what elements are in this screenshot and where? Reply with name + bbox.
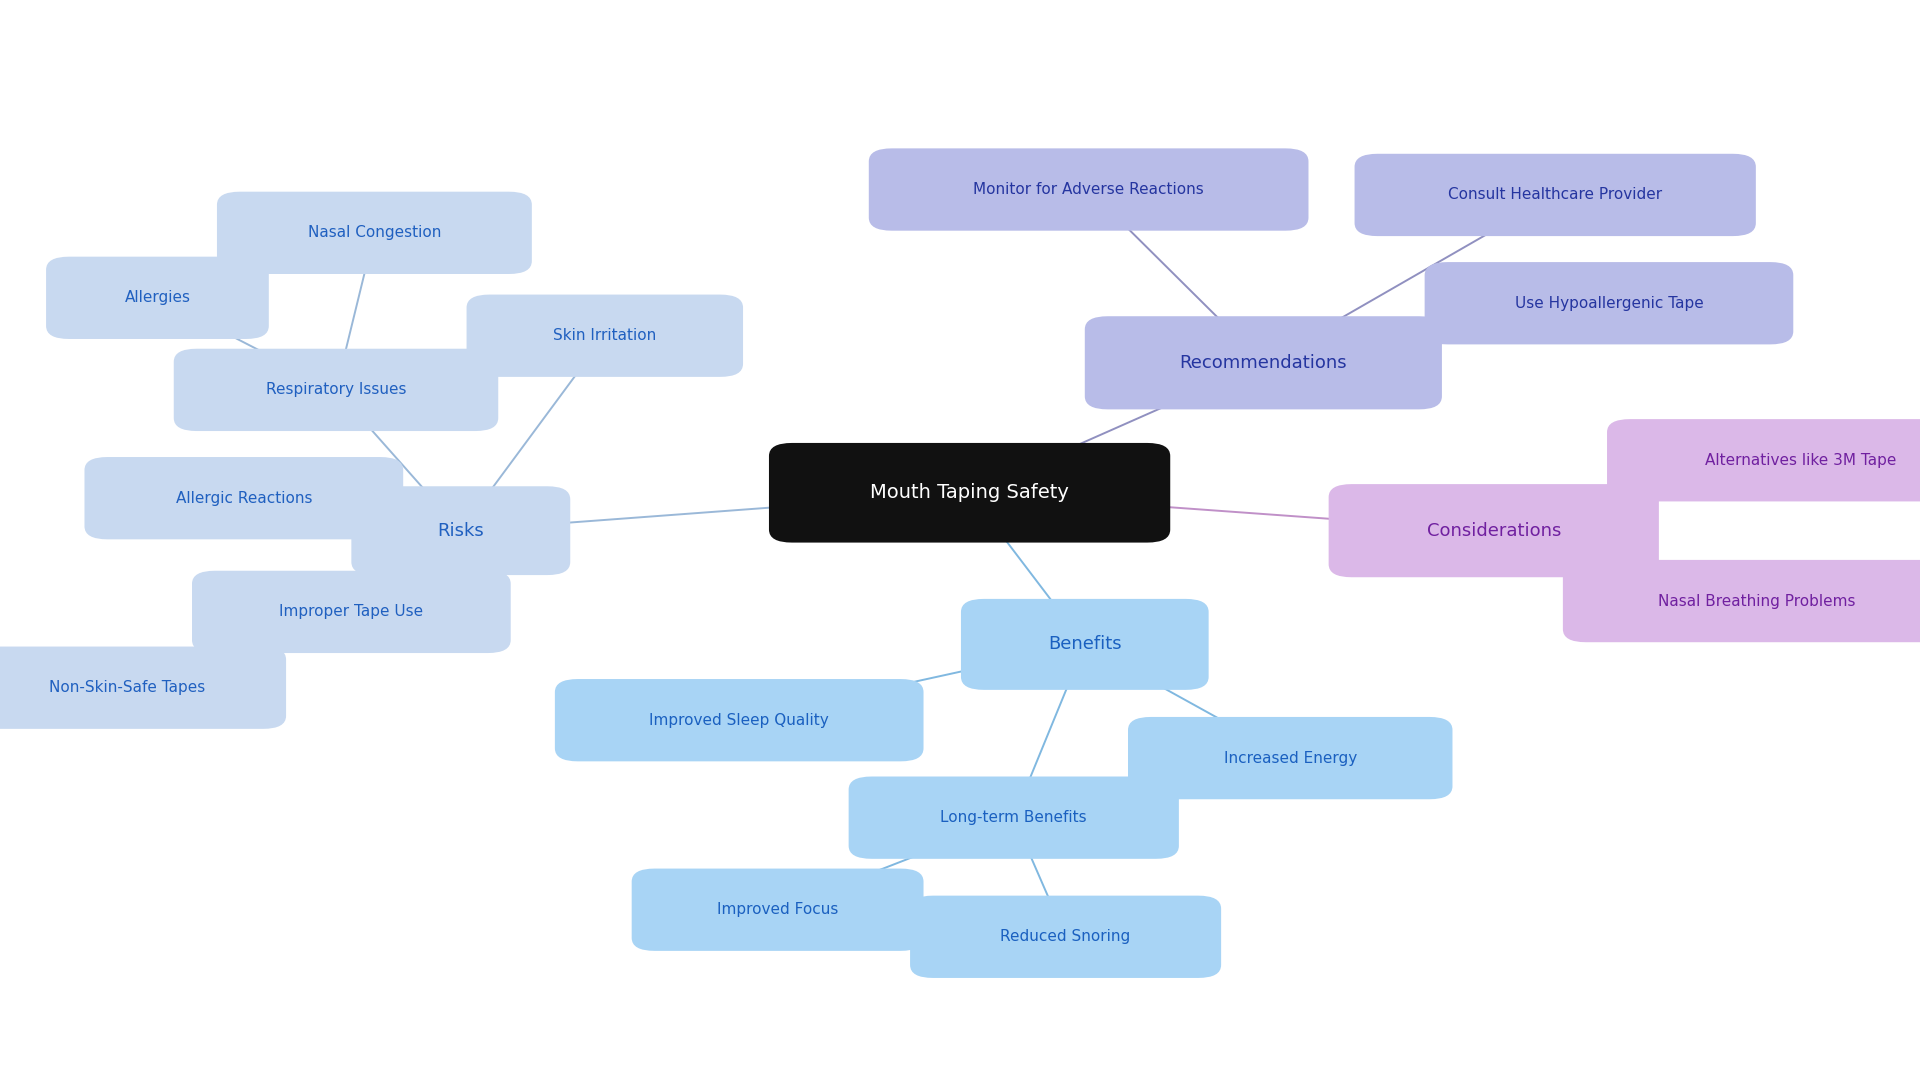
FancyBboxPatch shape bbox=[960, 599, 1210, 690]
FancyBboxPatch shape bbox=[1425, 262, 1793, 344]
Text: Mouth Taping Safety: Mouth Taping Safety bbox=[870, 483, 1069, 503]
Text: Non-Skin-Safe Tapes: Non-Skin-Safe Tapes bbox=[48, 680, 205, 695]
Text: Consult Healthcare Provider: Consult Healthcare Provider bbox=[1448, 187, 1663, 203]
FancyBboxPatch shape bbox=[910, 896, 1221, 978]
FancyBboxPatch shape bbox=[849, 777, 1179, 859]
FancyBboxPatch shape bbox=[173, 349, 497, 431]
FancyBboxPatch shape bbox=[467, 295, 743, 377]
FancyBboxPatch shape bbox=[351, 486, 570, 575]
Text: Reduced Snoring: Reduced Snoring bbox=[1000, 929, 1131, 944]
FancyBboxPatch shape bbox=[46, 257, 269, 339]
FancyBboxPatch shape bbox=[768, 443, 1169, 543]
FancyBboxPatch shape bbox=[1085, 316, 1442, 409]
FancyBboxPatch shape bbox=[632, 869, 924, 951]
Text: Considerations: Considerations bbox=[1427, 522, 1561, 539]
Text: Allergic Reactions: Allergic Reactions bbox=[175, 491, 313, 506]
Text: Monitor for Adverse Reactions: Monitor for Adverse Reactions bbox=[973, 182, 1204, 197]
Text: Improved Focus: Improved Focus bbox=[716, 902, 839, 917]
Text: Use Hypoallergenic Tape: Use Hypoallergenic Tape bbox=[1515, 296, 1703, 311]
FancyBboxPatch shape bbox=[1563, 560, 1920, 642]
Text: Improved Sleep Quality: Improved Sleep Quality bbox=[649, 713, 829, 728]
Text: Respiratory Issues: Respiratory Issues bbox=[265, 382, 407, 397]
Text: Improper Tape Use: Improper Tape Use bbox=[278, 604, 424, 619]
Text: Benefits: Benefits bbox=[1048, 636, 1121, 653]
FancyBboxPatch shape bbox=[217, 192, 532, 274]
Text: Allergies: Allergies bbox=[125, 290, 190, 305]
Text: Nasal Congestion: Nasal Congestion bbox=[307, 225, 442, 240]
FancyBboxPatch shape bbox=[1129, 717, 1452, 799]
Text: Skin Irritation: Skin Irritation bbox=[553, 328, 657, 343]
Text: Long-term Benefits: Long-term Benefits bbox=[941, 810, 1087, 825]
Text: Nasal Breathing Problems: Nasal Breathing Problems bbox=[1659, 593, 1855, 609]
FancyBboxPatch shape bbox=[84, 457, 403, 539]
FancyBboxPatch shape bbox=[1607, 419, 1920, 501]
FancyBboxPatch shape bbox=[1356, 154, 1755, 236]
FancyBboxPatch shape bbox=[0, 647, 286, 729]
FancyBboxPatch shape bbox=[192, 571, 511, 653]
FancyBboxPatch shape bbox=[1329, 484, 1659, 577]
Text: Alternatives like 3M Tape: Alternatives like 3M Tape bbox=[1705, 453, 1897, 468]
FancyBboxPatch shape bbox=[555, 679, 924, 761]
Text: Risks: Risks bbox=[438, 522, 484, 539]
Text: Increased Energy: Increased Energy bbox=[1223, 751, 1357, 766]
Text: Recommendations: Recommendations bbox=[1179, 354, 1348, 371]
FancyBboxPatch shape bbox=[868, 148, 1309, 231]
